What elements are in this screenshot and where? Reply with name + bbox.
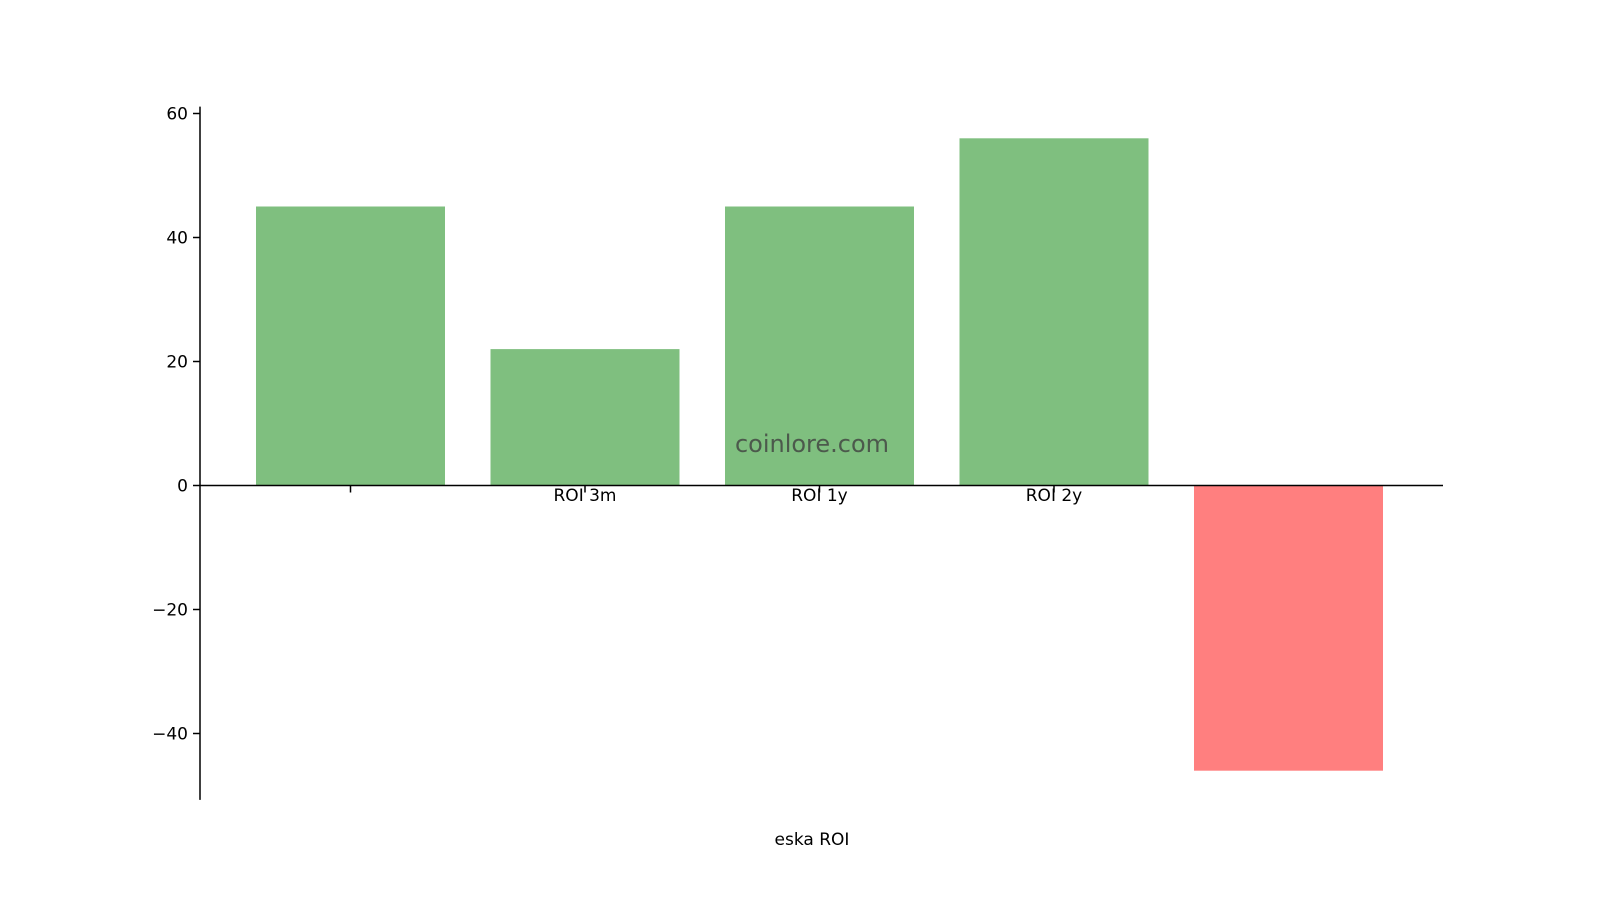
y-tick-label: 20 (166, 353, 188, 373)
y-tick-label: 40 (166, 229, 188, 249)
bar-1 (256, 206, 445, 486)
y-tick-label: 60 (166, 105, 188, 125)
watermark: coinlore.com (734, 430, 890, 458)
y-tick-label: 0 (177, 477, 188, 497)
y-tick-label: −20 (152, 601, 188, 621)
bar-3 (725, 206, 914, 486)
x-tick-label: ROI 2y (1026, 486, 1083, 506)
x-tick-label: ROI 3m (554, 486, 617, 506)
bar-2 (490, 349, 680, 486)
x-tick-label: ROI 1y (791, 486, 848, 506)
x-axis-title: eska ROI (774, 830, 850, 850)
y-tick-label: −40 (152, 725, 188, 745)
bar-4 (959, 138, 1149, 486)
bar-5 (1194, 485, 1383, 771)
